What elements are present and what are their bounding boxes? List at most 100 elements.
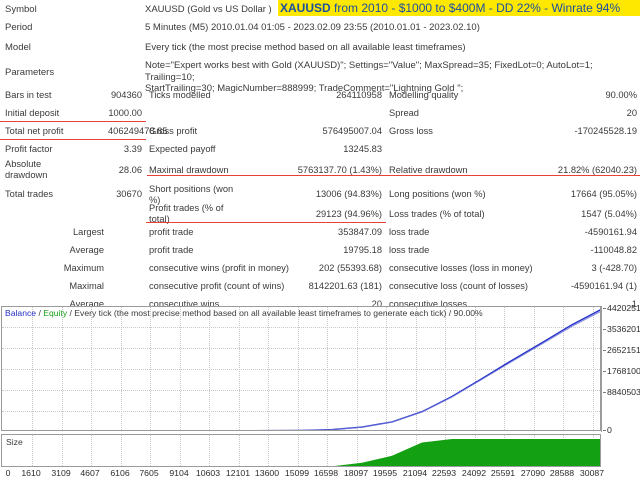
maximal-drawdown-label: Maximal drawdown [149, 165, 229, 175]
legend-sep-1: / [36, 308, 44, 318]
x-tick-label: 30087 [579, 468, 605, 478]
period-value: 5 Minutes (M5) 2010.01.04 01:05 - 2023.0… [145, 22, 480, 33]
gridline-v [445, 307, 446, 430]
symbol-value: XAUUSD (Gold vs US Dollar ) [145, 4, 272, 15]
loss-trades-label: Loss trades (% of total) [389, 208, 485, 219]
largest-label: Largest [72, 226, 104, 237]
maximal-consecutive-loss-label: consecutive loss (count of losses) [389, 280, 528, 291]
gridline-v [62, 435, 63, 466]
y-axis-labels: 4420251 3536201 2652151 1768100 8840503 … [603, 304, 640, 435]
legend-balance: Balance [5, 308, 37, 318]
y-tick-label-zero: 0 [607, 425, 612, 435]
gridline-v [180, 435, 181, 466]
gridline-v [239, 435, 240, 466]
average-profit-trade-value: 19795.18 [343, 244, 382, 255]
relative-drawdown-value: 21.82% (62040.23) [557, 165, 637, 175]
long-positions-label: Long positions (won %) [389, 189, 486, 199]
gridline-v [32, 307, 33, 430]
stat-row-drawdown: Absolute drawdown 28.06 Maximal drawdown … [0, 158, 640, 184]
x-tick-label: 22593 [431, 468, 457, 478]
chart-plot-area: Balance / Equity / Every tick (the most … [1, 306, 601, 431]
avg-consecutive-wins-label: consecutive wins [149, 298, 220, 309]
gridline-v [327, 307, 328, 430]
total-net-profit-value: 406249478.85 [108, 125, 168, 136]
max-consecutive-wins-value: 202 (55393.68) [318, 262, 382, 273]
gridline-h [2, 327, 600, 328]
largest-loss-trade-label: loss trade [389, 226, 430, 237]
average2-label: Average [69, 298, 104, 309]
profit-factor-value: 3.39 [123, 143, 142, 154]
highlight-underline-below-net-profit [0, 139, 146, 140]
gridline-v [534, 307, 535, 430]
x-tick-label: 9104 [169, 468, 189, 478]
gridline-v [386, 307, 387, 430]
x-tick-label: 10603 [195, 468, 221, 478]
gridline-v [298, 435, 299, 466]
gridline-h [2, 369, 600, 370]
bars-in-test-label: Bars in test [5, 89, 52, 100]
y-axis-line [601, 306, 602, 432]
x-tick-label: 1610 [21, 468, 41, 478]
gridline-v [180, 307, 181, 430]
x-axis-labels: 0 1610 3109 4607 6106 7605 9104 10603 12… [0, 468, 640, 482]
ticks-modelled-label: Ticks modelled [149, 89, 211, 100]
gridline-v [150, 435, 151, 466]
y-tick-label: 1768100 [607, 366, 640, 376]
gridline-v [121, 435, 122, 466]
stat-row-bars: Bars in test 904360 Ticks modelled 26411… [0, 86, 640, 104]
ticks-modelled-value: 264110958 [336, 89, 382, 100]
x-tick-label: 13600 [254, 468, 280, 478]
parameters-value: Note="Expert works best with Gold (XAUUS… [145, 58, 640, 95]
parameters-label: Parameters [5, 67, 55, 78]
gross-loss-value: -170245528.19 [574, 125, 637, 136]
period-label: Period [5, 22, 33, 33]
profit-trades-value: 29123 (94.96%) [315, 208, 382, 219]
max-consecutive-losses-value: 3 (-428.70) [591, 262, 637, 273]
info-row-symbol: Symbol XAUUSD (Gold vs US Dollar ) [0, 0, 640, 18]
gridline-v [563, 307, 564, 430]
total-trades-label: Total trades [5, 189, 54, 199]
gridline-v [239, 307, 240, 430]
relative-drawdown-label: Relative drawdown [389, 165, 468, 175]
y-tick-mark [603, 392, 606, 393]
short-positions-value: 13006 (94.83%) [315, 189, 382, 199]
maximal-consecutive-profit-label: consecutive profit (count of wins) [149, 280, 285, 291]
highlight-underline-above-net-profit [0, 121, 146, 122]
size-area-chart [334, 439, 600, 466]
x-tick-label: 4607 [80, 468, 100, 478]
model-value: Every tick (the most precise method base… [145, 42, 466, 53]
profit-trades-label: Profit trades (% of total) [149, 203, 224, 224]
x-tick-label: 16598 [313, 468, 339, 478]
expected-payoff-value: 13245.83 [343, 143, 382, 154]
size-plot-area: Size [1, 434, 601, 467]
x-tick-label: 25591 [490, 468, 516, 478]
x-tick-label: 19595 [372, 468, 398, 478]
stat-row-total-trades: Total trades 30670 Short positions (won … [0, 184, 640, 205]
average-profit-trade-label: profit trade [149, 244, 194, 255]
stat-row-average-consecutive: Average consecutive wins 20 consecutive … [0, 295, 640, 313]
gridline-v [209, 435, 210, 466]
gridline-v [298, 307, 299, 430]
stat-row-maximum-consecutive: Maximum consecutive wins (profit in mone… [0, 259, 640, 277]
y-tick-mark [603, 430, 606, 431]
info-row-period: Period 5 Minutes (M5) 2010.01.04 01:05 -… [0, 18, 640, 38]
stat-row-average-trade: Average profit trade 19795.18 loss trade… [0, 241, 640, 259]
average-loss-trade-label: loss trade [389, 244, 430, 255]
x-tick-label: 3109 [51, 468, 71, 478]
legend-equity: Equity [43, 308, 68, 318]
y-tick-mark [603, 350, 606, 351]
stat-row-largest: Largest profit trade 353847.09 loss trad… [0, 223, 640, 241]
largest-profit-trade-label: profit trade [149, 226, 194, 237]
profit-factor-label: Profit factor [5, 143, 53, 154]
maximal-consecutive-loss-value: -4590161.94 (1) [570, 280, 637, 291]
gridline-h [2, 348, 600, 349]
absolute-drawdown-value: 28.06 [118, 165, 142, 175]
maximum-label: Maximum [63, 262, 104, 273]
gross-profit-value: 576495007.04 [322, 125, 382, 136]
avg-consecutive-losses-value: 1 [631, 298, 637, 309]
balance-equity-chart: Balance / Equity / Every tick (the most … [0, 304, 640, 480]
size-label: Size [6, 437, 23, 447]
max-consecutive-wins-label: consecutive wins (profit in money) [149, 262, 290, 273]
stat-row-net-profit: Total net profit 406249478.85 Gross prof… [0, 122, 640, 140]
